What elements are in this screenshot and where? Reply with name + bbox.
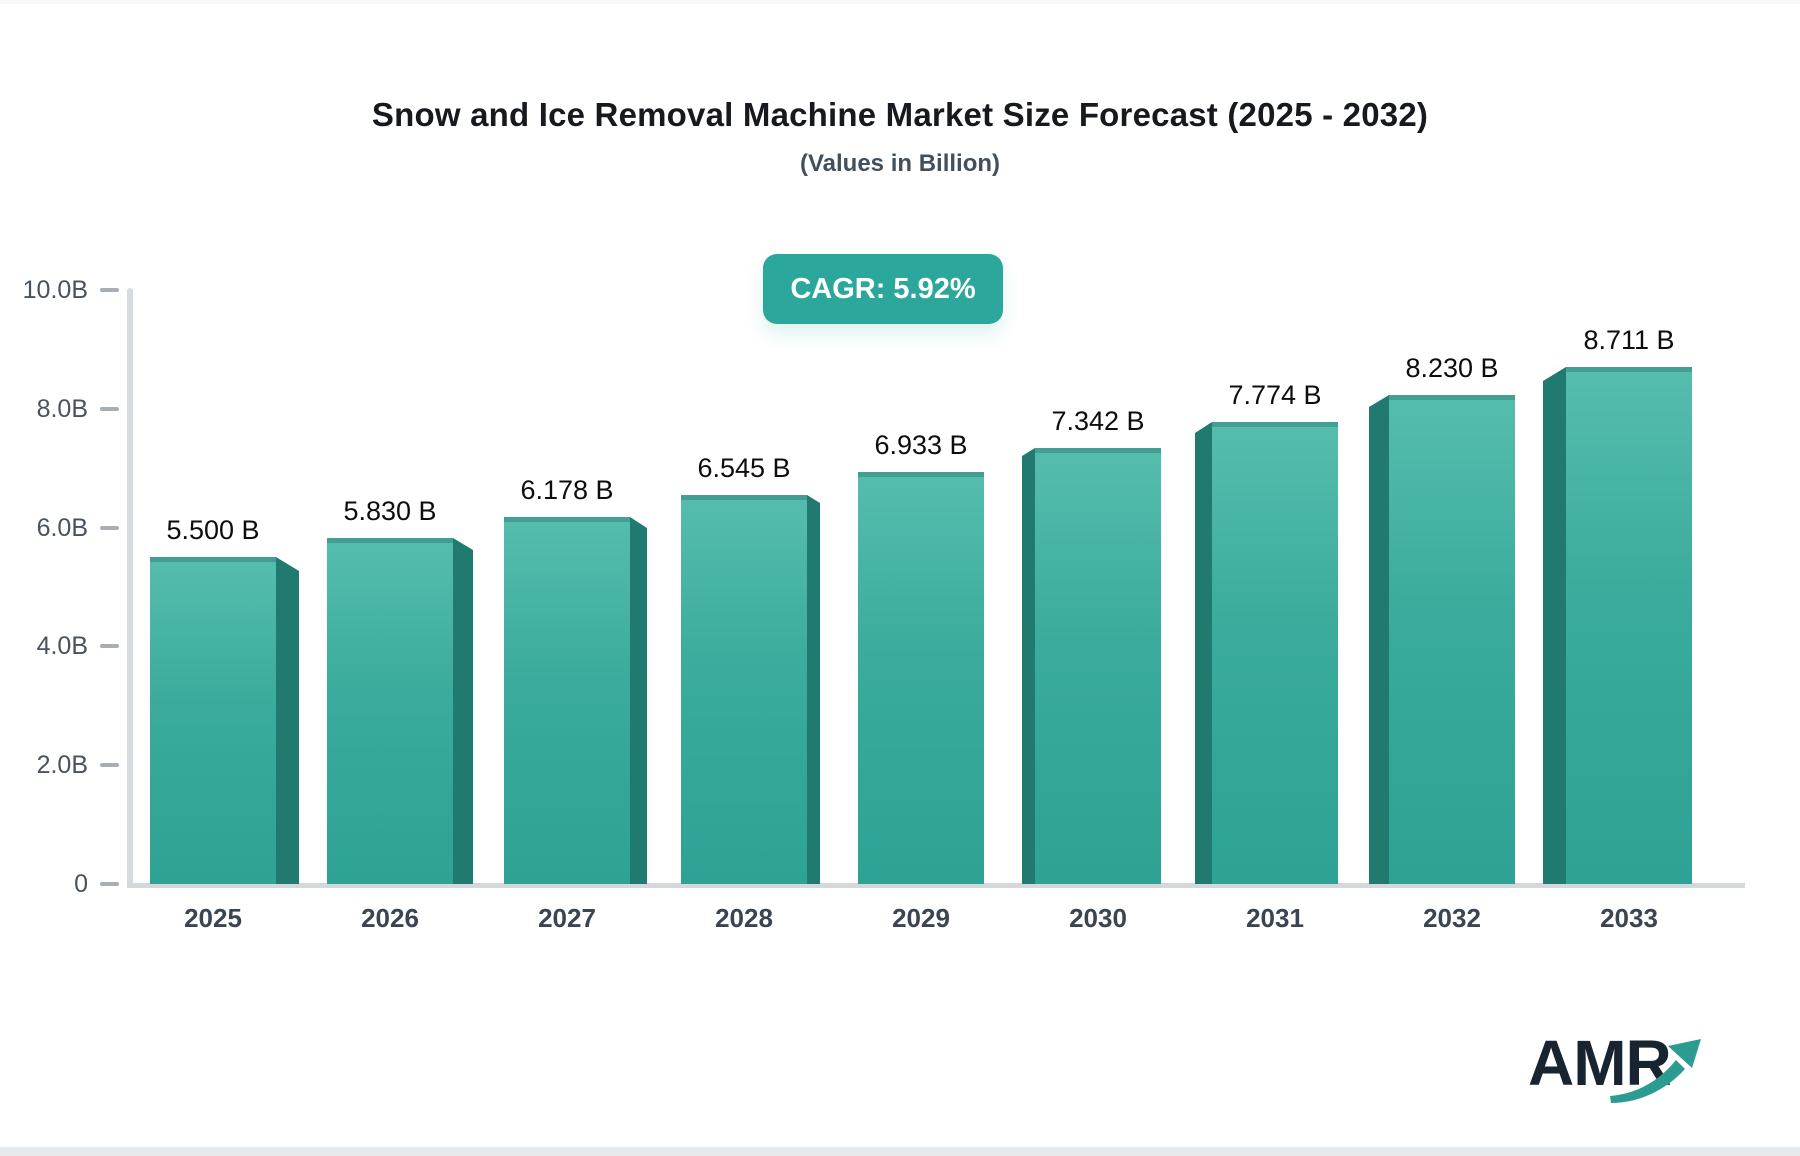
chart-subtitle: (Values in Billion) — [799, 150, 1001, 177]
bar-value-label: 7.774 B — [1228, 380, 1322, 410]
bar-value-label: 6.933 B — [874, 430, 968, 460]
x-axis-label-2030: 2030 — [1069, 903, 1127, 933]
bar-value-label: 5.830 B — [343, 496, 437, 526]
x-axis-label-2028: 2028 — [715, 903, 773, 933]
x-axis-line — [127, 883, 1745, 888]
x-axis-label-2025: 2025 — [184, 903, 242, 933]
y-axis-tick — [100, 882, 119, 886]
bar-side-face-2032 — [1369, 395, 1389, 884]
page-bottom-edge — [0, 1147, 1800, 1156]
x-axis-label-2027: 2027 — [538, 903, 596, 933]
bar-side-face-2026 — [453, 538, 473, 884]
bar-2029 — [858, 472, 984, 884]
chart-title: Snow and Ice Removal Machine Market Size… — [371, 96, 1429, 133]
bar-side-face-2031 — [1195, 422, 1212, 884]
bar-value-label: 8.230 B — [1405, 353, 1499, 383]
bar-value-label: 7.342 B — [1051, 406, 1145, 436]
y-axis-line — [127, 288, 133, 886]
page-top-edge — [0, 0, 1800, 4]
cagr-badge: CAGR: 5.92% — [763, 254, 1003, 324]
bar-2030 — [1035, 448, 1161, 884]
bar-side-face-2033 — [1543, 367, 1566, 884]
x-axis-label-2032: 2032 — [1423, 903, 1481, 933]
x-axis-label-2026: 2026 — [361, 903, 419, 933]
bar-2027 — [504, 517, 630, 884]
bar-value-label: 6.545 B — [697, 453, 791, 483]
y-axis-label: 2.0B — [36, 751, 88, 780]
bar-2028 — [681, 495, 807, 884]
y-axis-tick — [100, 525, 119, 530]
bar-side-face-2030 — [1022, 448, 1035, 884]
y-axis-tick — [100, 406, 119, 411]
y-axis-label: 4.0B — [36, 632, 88, 661]
y-axis-tick — [100, 288, 119, 292]
bar-2032 — [1389, 395, 1515, 884]
bar-value-label: 6.178 B — [520, 475, 614, 505]
y-axis-label: 0 — [74, 870, 88, 898]
y-axis-tick — [100, 763, 119, 768]
y-axis-tick — [100, 644, 119, 649]
x-axis-label-2031: 2031 — [1246, 903, 1304, 933]
bar-2033 — [1566, 367, 1692, 884]
bar-value-label: 8.711 B — [1583, 325, 1675, 355]
bar-side-face-2028 — [807, 495, 820, 884]
bar-2025 — [150, 557, 276, 884]
bar-2026 — [327, 538, 453, 884]
x-axis-label-2033: 2033 — [1600, 903, 1658, 933]
bar-side-face-2025 — [276, 557, 299, 884]
bar-2031 — [1212, 422, 1338, 884]
growth-arrow-icon — [1610, 1039, 1701, 1103]
bar-side-face-2027 — [630, 517, 647, 884]
y-axis-label: 6.0B — [36, 513, 88, 542]
x-axis-label-2029: 2029 — [892, 903, 950, 933]
y-axis-label: 8.0B — [36, 394, 88, 423]
y-axis-label: 10.0B — [22, 276, 88, 304]
bar-value-label: 5.500 B — [166, 515, 260, 545]
